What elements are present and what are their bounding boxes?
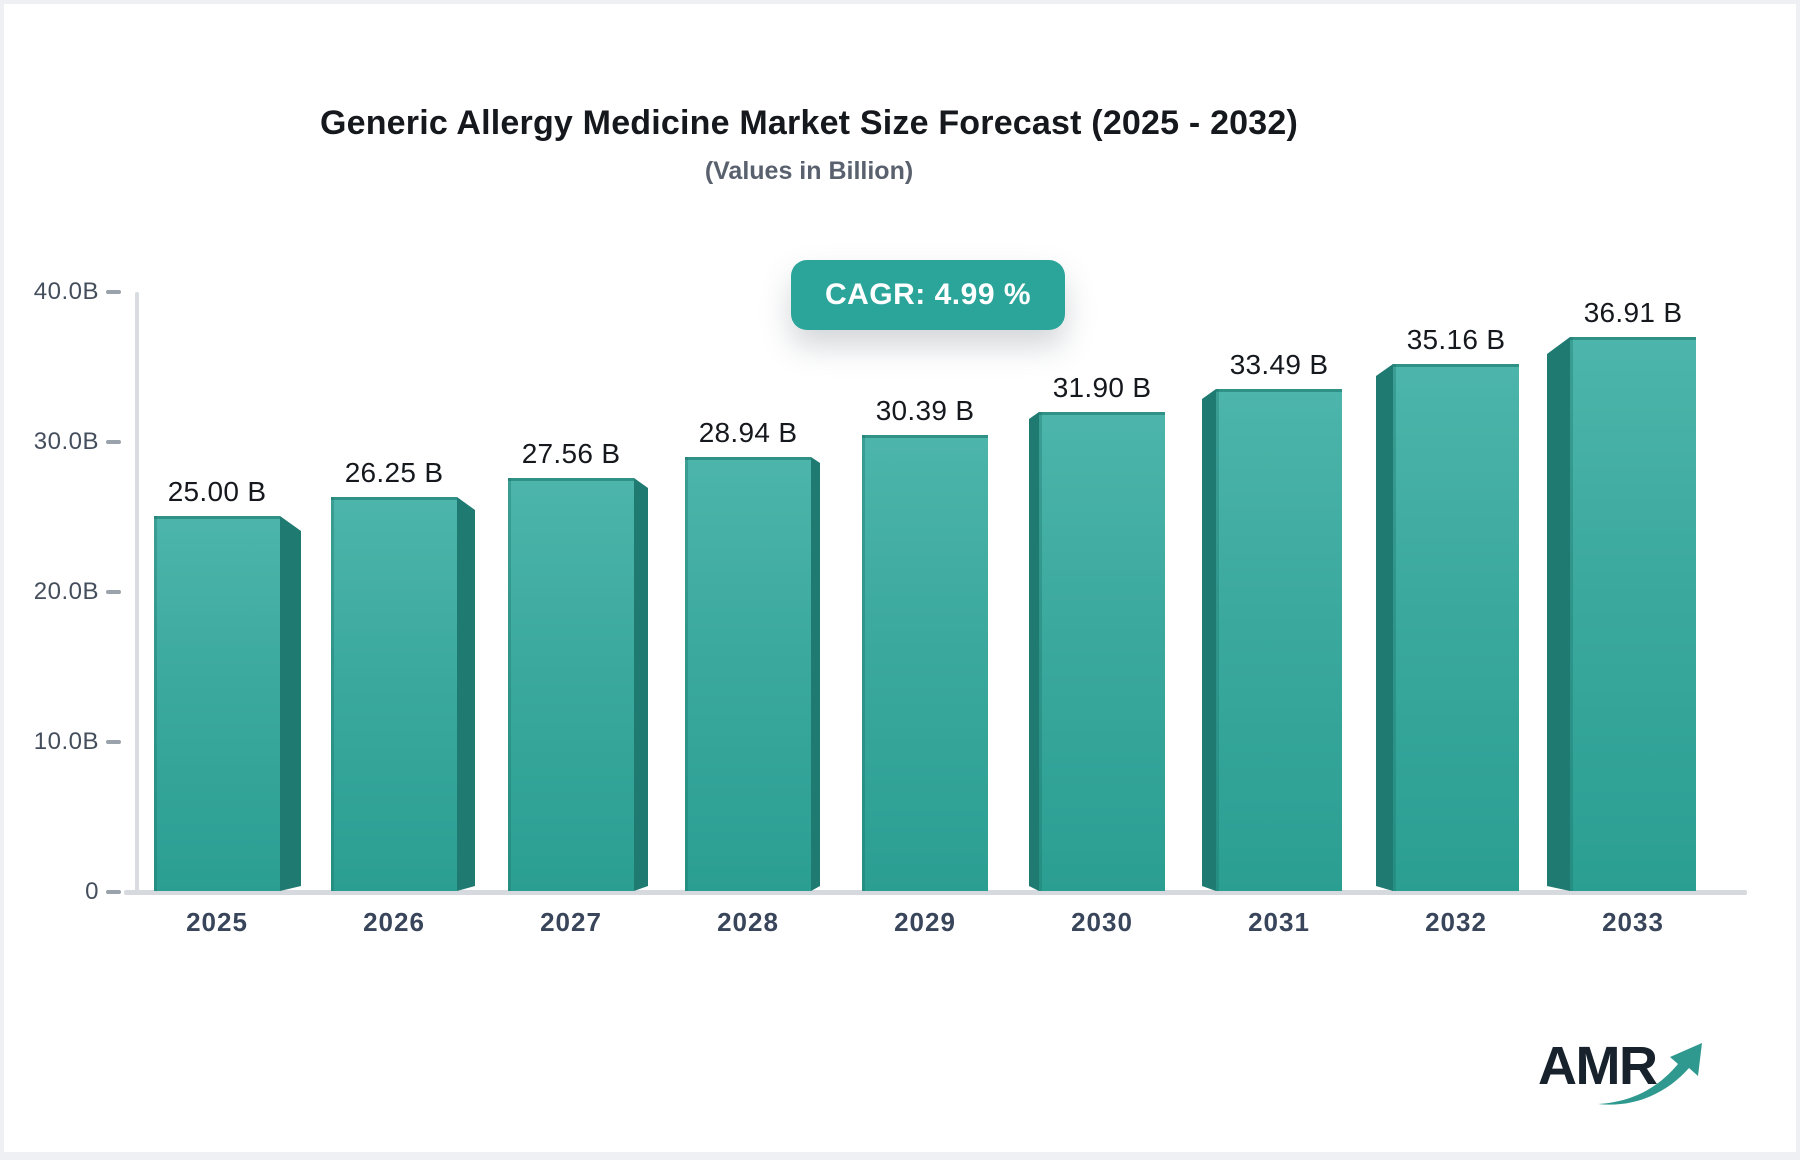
bar-value-label: 33.49 B [1229, 349, 1329, 380]
x-axis-label: 2032 [1425, 907, 1487, 937]
bar-value-label: 31.90 B [1052, 372, 1152, 403]
y-axis-label: 0 [85, 878, 99, 905]
x-axis-label: 2028 [717, 907, 779, 937]
bar-side [634, 478, 648, 891]
bar-face [862, 435, 988, 891]
y-axis-tick [106, 290, 121, 294]
x-axis-label: 2025 [186, 907, 248, 937]
bar-value-label: 30.39 B [875, 395, 975, 426]
bar-face [331, 497, 457, 891]
y-axis-label: 40.0B [33, 278, 99, 305]
y-axis-line [135, 292, 139, 892]
cagr-badge: CAGR: 4.99 % [791, 260, 1065, 330]
x-axis-label: 2026 [363, 907, 425, 937]
y-axis-label: 10.0B [33, 728, 99, 755]
bar-face [154, 516, 280, 891]
y-axis-tick [106, 740, 121, 744]
x-axis-label: 2033 [1602, 907, 1664, 937]
y-axis-tick [106, 890, 121, 894]
bar-face [508, 478, 634, 891]
y-axis-tick [106, 590, 121, 594]
chart-title: Generic Allergy Medicine Market Size For… [319, 104, 1299, 142]
y-axis-label: 20.0B [33, 578, 99, 605]
x-axis-label: 2031 [1248, 907, 1310, 937]
bar-side [457, 497, 475, 891]
bar-face [685, 457, 811, 891]
bar-face [1216, 389, 1342, 891]
bar-value-label: 35.16 B [1406, 324, 1506, 355]
chart-card: 40.0B 30.0B 20.0B 10.0B 0 25.00 B 2025 26.25 B 2… [4, 4, 1796, 1152]
amr-logo: AMR [1532, 1034, 1722, 1114]
bar-value-label: 26.25 B [344, 457, 444, 488]
amr-logo-text: AMR [1538, 1036, 1658, 1096]
growth-arrow-icon [1598, 1043, 1702, 1105]
bar-face [1039, 412, 1165, 891]
bar-value-label: 28.94 B [698, 417, 798, 448]
x-axis-label: 2030 [1071, 907, 1133, 937]
y-axis-label: 30.0B [33, 428, 99, 455]
bar-side [1029, 412, 1039, 891]
bar-value-label: 36.91 B [1583, 297, 1683, 328]
bar-side [1376, 364, 1393, 891]
x-axis-label: 2027 [540, 907, 602, 937]
bar-side [1202, 389, 1216, 891]
bar-value-label: 27.56 B [521, 438, 621, 469]
bar-side [1547, 337, 1570, 891]
chart-subtitle: (Values in Billion) [704, 157, 914, 185]
bar-face [1570, 337, 1696, 891]
bar-side [280, 516, 301, 891]
bar-value-label: 25.00 B [167, 476, 267, 507]
x-axis-line [124, 890, 1747, 895]
bar-face [1393, 364, 1519, 891]
plot-area: 40.0B 30.0B 20.0B 10.0B 0 25.00 B 2025 26.25 B 2… [4, 4, 1800, 1160]
y-axis-tick [106, 440, 121, 444]
bar-side [811, 457, 820, 891]
x-axis-label: 2029 [894, 907, 956, 937]
